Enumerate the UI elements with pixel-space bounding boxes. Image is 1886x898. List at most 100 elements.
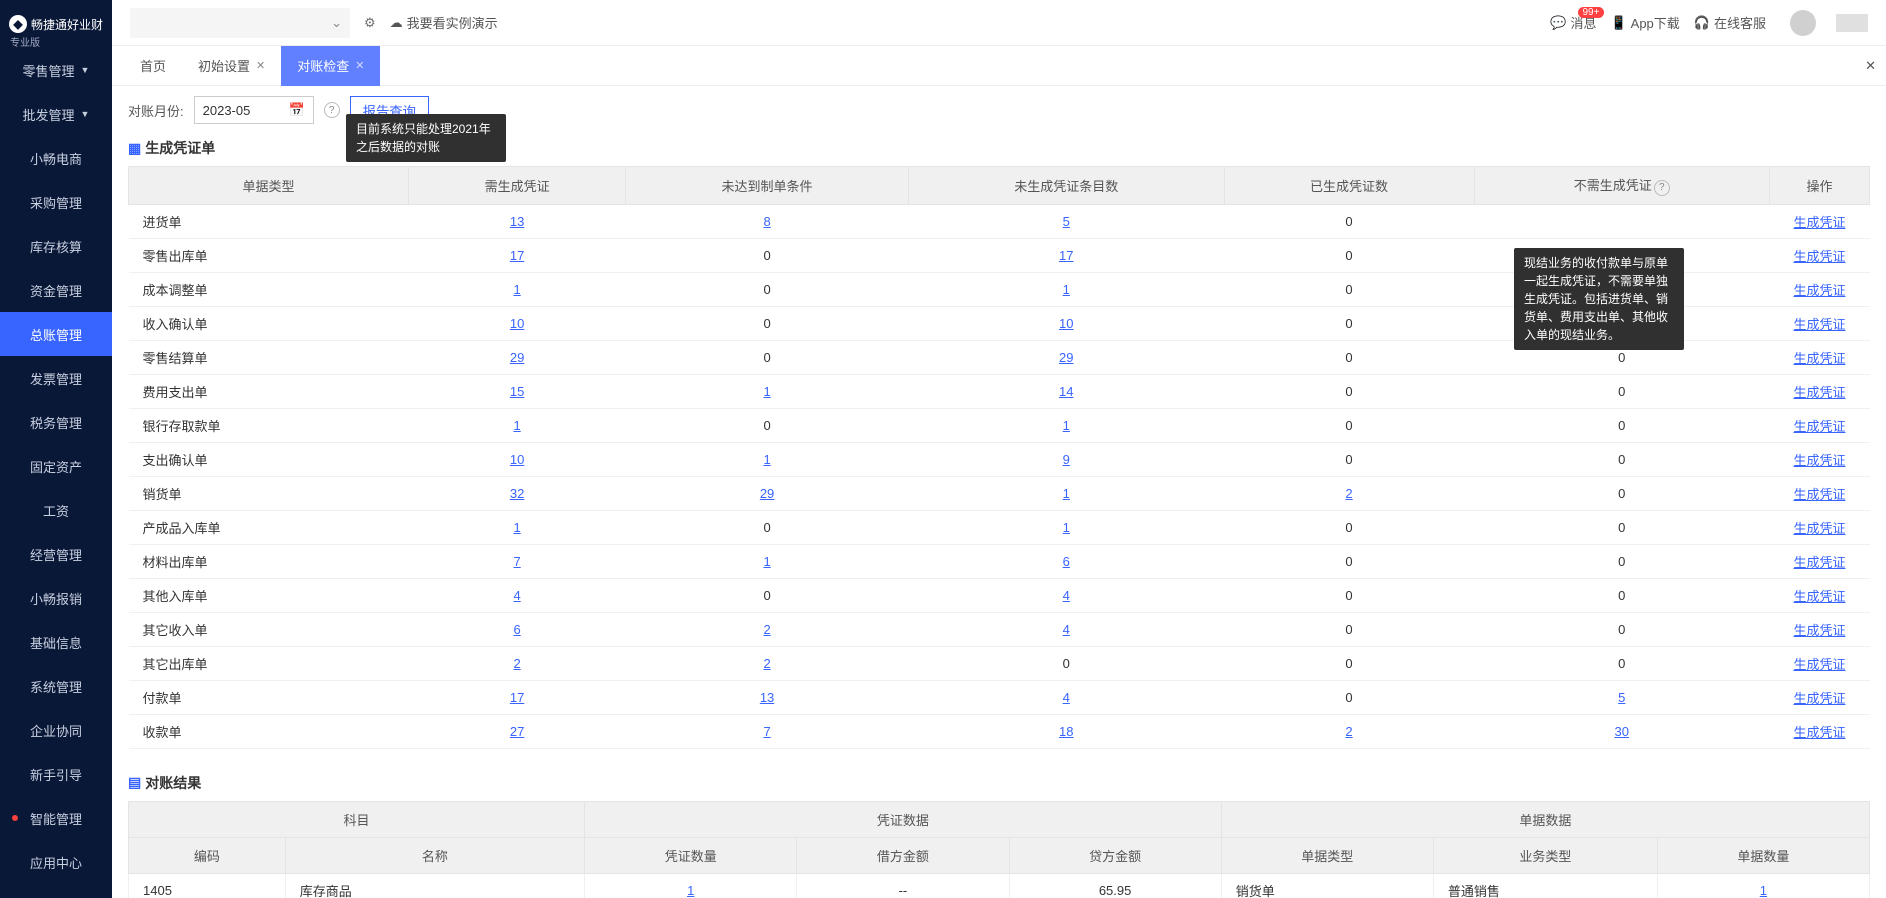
generate-voucher-link[interactable]: 生成凭证 (1793, 657, 1845, 672)
cell-link[interactable]: 4 (1063, 690, 1070, 705)
cell-link[interactable]: 32 (510, 486, 524, 501)
demo-link[interactable]: ☁ 我要看实例演示 (390, 13, 498, 32)
sidebar-item[interactable]: 智能管理 (0, 796, 112, 840)
column-header: 单据类型 (1221, 837, 1433, 873)
cell-link[interactable]: 1 (1760, 883, 1767, 898)
message-button[interactable]: 💬 消息 99+ (1550, 13, 1596, 32)
cell-link[interactable]: 7 (513, 554, 520, 569)
cell-link[interactable]: 17 (510, 248, 524, 263)
tab[interactable]: 对账检查✕ (281, 46, 380, 86)
cell-link[interactable]: 2 (763, 656, 770, 671)
sidebar-item[interactable]: 税务管理 (0, 400, 112, 444)
cell-link[interactable]: 1 (687, 883, 694, 898)
cell-link[interactable]: 4 (1063, 622, 1070, 637)
avatar[interactable] (1790, 10, 1816, 36)
sidebar-item[interactable]: 工资 (0, 488, 112, 532)
sidebar-item[interactable]: 资金管理 (0, 268, 112, 312)
sidebar-item[interactable]: 系统管理 (0, 664, 112, 708)
cell-link[interactable]: 8 (763, 214, 770, 229)
cell-link[interactable]: 14 (1059, 384, 1073, 399)
cell-link[interactable]: 27 (510, 724, 524, 739)
generate-voucher-link[interactable]: 生成凭证 (1793, 589, 1845, 604)
help-icon[interactable]: ? (1654, 180, 1670, 196)
close-icon[interactable]: ✕ (256, 59, 265, 72)
cell-link[interactable]: 2 (1345, 724, 1352, 739)
cell-link[interactable]: 29 (760, 486, 774, 501)
close-all-tabs-icon[interactable]: ✕ (1865, 58, 1876, 74)
cell-link[interactable]: 9 (1063, 452, 1070, 467)
cell-link[interactable]: 4 (1063, 588, 1070, 603)
cell-link[interactable]: 10 (510, 452, 524, 467)
cell-link[interactable]: 4 (513, 588, 520, 603)
sidebar-item[interactable]: 批发管理▼ (0, 92, 112, 136)
tab[interactable]: 首页 (124, 46, 182, 86)
sidebar-item[interactable]: 应用中心 (0, 840, 112, 884)
generate-voucher-link[interactable]: 生成凭证 (1793, 555, 1845, 570)
generate-voucher-link[interactable]: 生成凭证 (1793, 215, 1845, 230)
generate-voucher-link[interactable]: 生成凭证 (1793, 419, 1845, 434)
generate-voucher-link[interactable]: 生成凭证 (1793, 317, 1845, 332)
company-select[interactable]: ⌄ (130, 8, 350, 38)
cell-link[interactable]: 7 (763, 724, 770, 739)
cell-link[interactable]: 1 (513, 418, 520, 433)
cell-link[interactable]: 2 (1345, 486, 1352, 501)
generate-voucher-link[interactable]: 生成凭证 (1793, 691, 1845, 706)
cell-link[interactable]: 13 (510, 214, 524, 229)
close-icon[interactable]: ✕ (355, 59, 364, 72)
app-download-button[interactable]: 📱 App下载 (1610, 13, 1679, 32)
cell-link[interactable]: 1 (1063, 418, 1070, 433)
cell-link[interactable]: 17 (510, 690, 524, 705)
cell-link[interactable]: 17 (1059, 248, 1073, 263)
cell-link[interactable]: 30 (1615, 724, 1629, 739)
sidebar-item[interactable]: 新手引导 (0, 752, 112, 796)
generate-voucher-link[interactable]: 生成凭证 (1793, 521, 1845, 536)
customer-service-button[interactable]: 🎧 在线客服 (1694, 13, 1766, 32)
phone-icon: 📱 (1610, 15, 1626, 31)
cell-link[interactable]: 1 (1063, 486, 1070, 501)
sidebar-item[interactable]: 库存核算 (0, 224, 112, 268)
sidebar-item[interactable]: 经营管理 (0, 532, 112, 576)
cell-link[interactable]: 29 (1059, 350, 1073, 365)
cell-link[interactable]: 1 (763, 384, 770, 399)
sidebar-item[interactable]: 发票管理 (0, 356, 112, 400)
cell-link[interactable]: 18 (1059, 724, 1073, 739)
sidebar-item[interactable]: 小畅报销 (0, 576, 112, 620)
generate-voucher-link[interactable]: 生成凭证 (1793, 249, 1845, 264)
cell-link[interactable]: 6 (513, 622, 520, 637)
sidebar-item[interactable]: 基础信息 (0, 620, 112, 664)
cell-link[interactable]: 15 (510, 384, 524, 399)
cell-link[interactable]: 10 (1059, 316, 1073, 331)
cell-link[interactable]: 1 (513, 520, 520, 535)
help-icon[interactable]: ? (324, 102, 340, 118)
cell-link[interactable]: 29 (510, 350, 524, 365)
generate-voucher-link[interactable]: 生成凭证 (1793, 283, 1845, 298)
cell-link[interactable]: 1 (763, 452, 770, 467)
cell-link[interactable]: 6 (1063, 554, 1070, 569)
cell-link[interactable]: 1 (513, 282, 520, 297)
sidebar-item[interactable]: 固定资产 (0, 444, 112, 488)
sidebar-item[interactable]: 小畅电商 (0, 136, 112, 180)
cell-link[interactable]: 13 (760, 690, 774, 705)
cell-link[interactable]: 2 (763, 622, 770, 637)
cell-link[interactable]: 1 (1063, 520, 1070, 535)
sidebar-item[interactable]: 企业协同 (0, 708, 112, 752)
cell-link[interactable]: 5 (1063, 214, 1070, 229)
sidebar-item[interactable]: 采购管理 (0, 180, 112, 224)
generate-voucher-link[interactable]: 生成凭证 (1793, 351, 1845, 366)
cell-link[interactable]: 1 (763, 554, 770, 569)
table-cell: 4 (908, 578, 1224, 612)
cell-link[interactable]: 5 (1618, 690, 1625, 705)
generate-voucher-link[interactable]: 生成凭证 (1793, 385, 1845, 400)
generate-voucher-link[interactable]: 生成凭证 (1793, 487, 1845, 502)
month-input[interactable]: 2023-05 📅 (194, 96, 314, 124)
gear-icon[interactable]: ⚙ (364, 15, 376, 31)
generate-voucher-link[interactable]: 生成凭证 (1793, 453, 1845, 468)
cell-link[interactable]: 10 (510, 316, 524, 331)
sidebar-item[interactable]: 总账管理 (0, 312, 112, 356)
generate-voucher-link[interactable]: 生成凭证 (1793, 623, 1845, 638)
cell-link[interactable]: 2 (513, 656, 520, 671)
generate-voucher-link[interactable]: 生成凭证 (1793, 725, 1845, 740)
cell-link[interactable]: 1 (1063, 282, 1070, 297)
sidebar-item[interactable]: 零售管理▼ (0, 48, 112, 92)
tab[interactable]: 初始设置✕ (182, 46, 281, 86)
